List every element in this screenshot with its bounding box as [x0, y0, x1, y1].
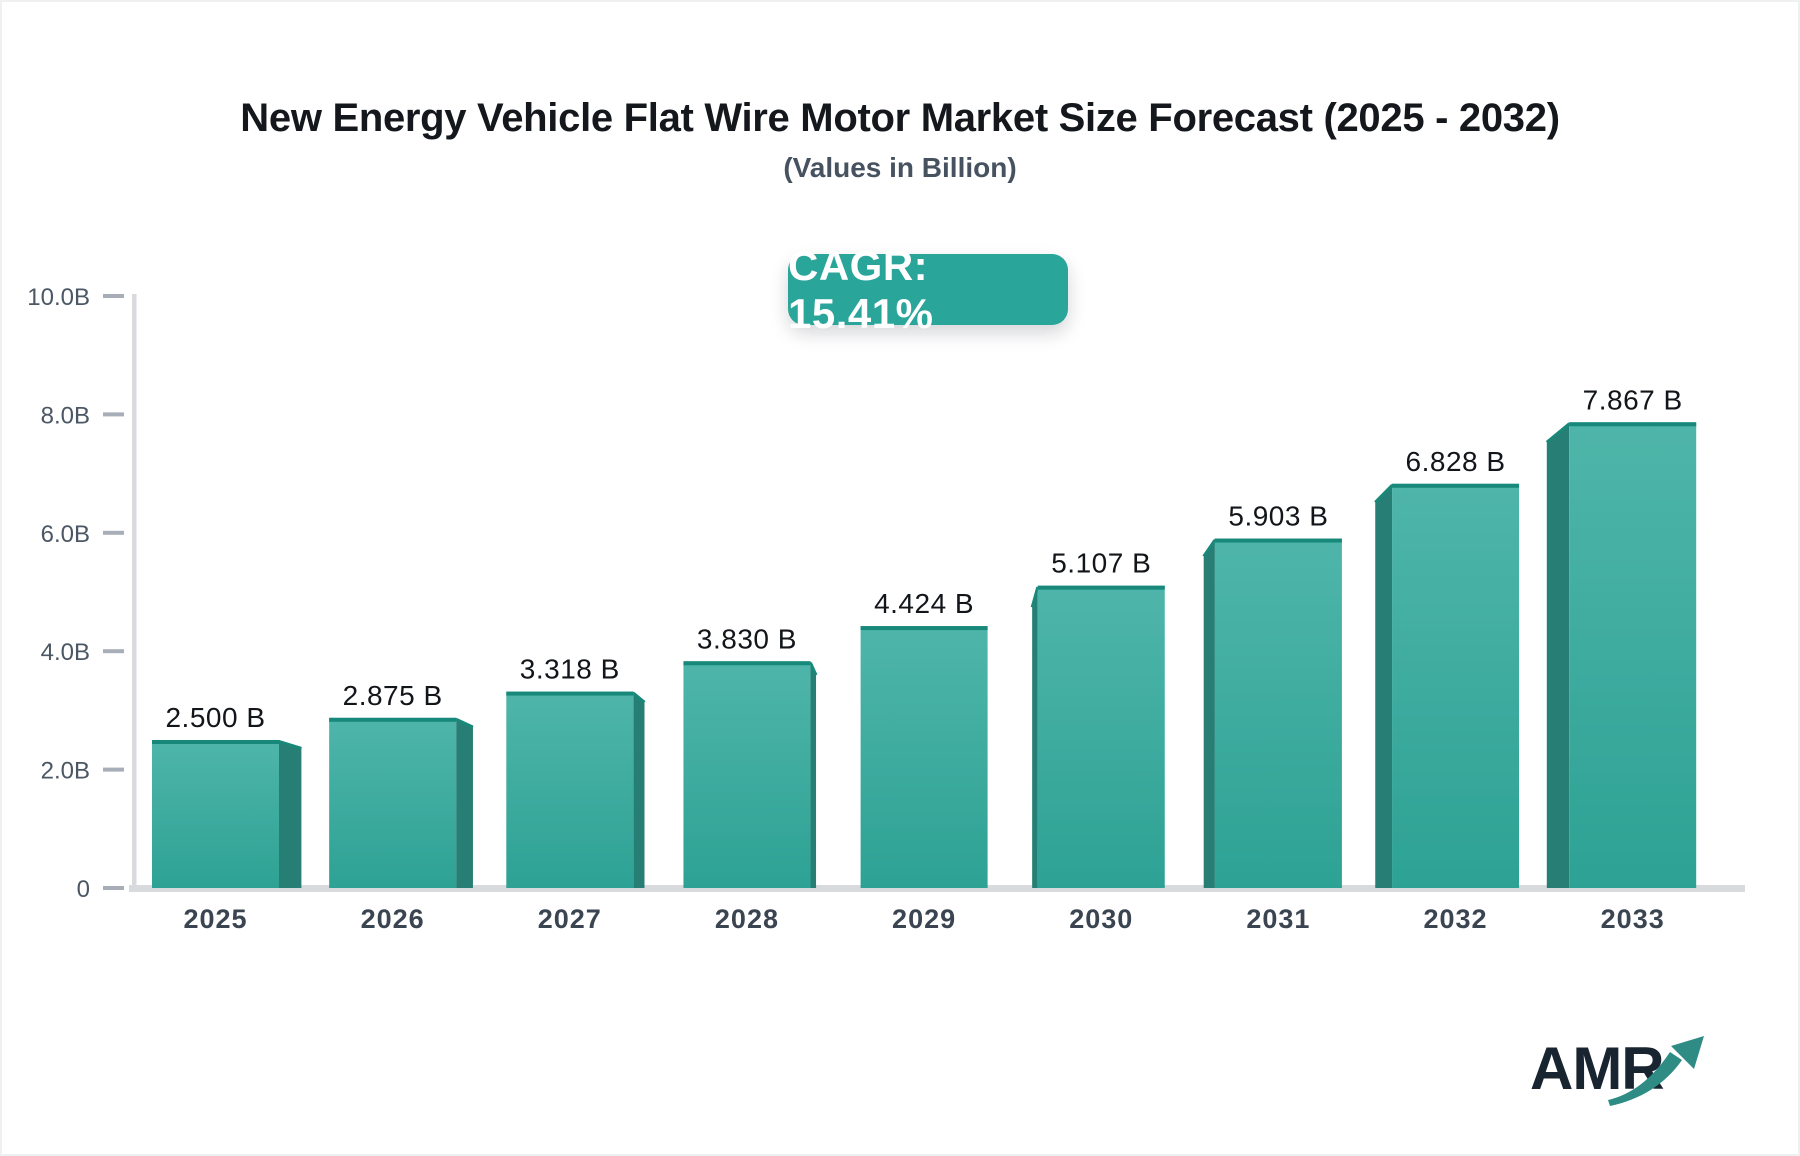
bar-front-face [1392, 483, 1520, 888]
cagr-badge-label: CAGR: 15.41% [788, 241, 934, 337]
amr-logo: AMR [1530, 1034, 1720, 1134]
x-axis-label: 2027 [538, 904, 602, 934]
bar-top-edge [1214, 538, 1342, 543]
bar-side-face [1375, 483, 1393, 888]
bar-2032: 6.828 B 2032 [1374, 446, 1520, 934]
bar-2031: 5.903 B 2031 [1202, 501, 1342, 934]
bar-top-edge [1392, 483, 1520, 488]
y-axis-line [132, 294, 137, 891]
bar-front-face [860, 626, 988, 888]
bar-front-face [1214, 538, 1342, 888]
bar-front-face [152, 740, 279, 888]
x-axis-label: 2033 [1601, 904, 1665, 934]
growth-arrow-icon [1608, 1036, 1704, 1106]
y-tick-label: 10.0B [27, 284, 90, 311]
bar-side-face [279, 740, 302, 888]
x-axis-label: 2030 [1069, 904, 1133, 934]
bar-top-edge [329, 717, 457, 722]
bar-front-face [1037, 585, 1165, 888]
bar-2030: 5.107 B 2030 [1030, 548, 1165, 934]
y-tick-mark [103, 412, 124, 417]
bar-front-face [329, 717, 457, 888]
y-tick-label: 6.0B [41, 521, 90, 548]
bar-value-label: 5.903 B [1228, 501, 1328, 532]
bar-value-label: 4.424 B [874, 588, 974, 619]
x-axis-label: 2031 [1246, 904, 1310, 934]
y-tick-label: 8.0B [41, 402, 90, 429]
x-axis-label: 2026 [361, 904, 425, 934]
bar-side-top-edge [1545, 422, 1571, 444]
bar-value-label: 3.318 B [520, 654, 620, 685]
bar-side-top-edge [632, 691, 646, 704]
bar-value-label: 6.828 B [1406, 446, 1506, 477]
chart-title: New Energy Vehicle Flat Wire Motor Marke… [240, 96, 1560, 140]
bar-side-face [456, 717, 473, 888]
bar-side-top-edge [1202, 539, 1217, 558]
bar-front-face [683, 661, 811, 888]
x-axis-line [129, 885, 1745, 892]
bar-top-edge [152, 740, 279, 744]
bar-value-label: 2.500 B [165, 702, 265, 733]
bar-value-label: 7.867 B [1583, 384, 1683, 415]
x-axis-label: 2028 [715, 904, 779, 934]
bar-top-edge [1569, 422, 1697, 427]
y-tick-mark [103, 530, 124, 535]
bar-side-top-edge [809, 662, 818, 676]
bar-2027: 3.318 B 2027 [506, 654, 646, 934]
y-tick-label: 2.0B [41, 758, 90, 785]
x-axis-label: 2032 [1424, 904, 1488, 934]
bar-side-top-edge [1374, 484, 1394, 504]
bar-side-top-edge [1030, 586, 1040, 608]
bar-top-edge [860, 626, 988, 631]
bar-value-label: 5.107 B [1051, 548, 1151, 579]
bar-side-top-edge [455, 717, 474, 729]
chart-subtitle: (Values in Billion) [783, 152, 1017, 183]
bar-side-top-edge [278, 740, 302, 750]
bar-value-label: 3.830 B [697, 623, 797, 654]
y-tick-mark [103, 649, 124, 654]
bar-2028: 3.830 B 2028 [683, 623, 818, 934]
bar-top-edge [683, 661, 811, 666]
bar-front-face [1569, 422, 1697, 888]
y-tick-mark [103, 767, 124, 772]
y-tick-mark [103, 294, 124, 298]
bar-front-face [506, 691, 634, 888]
bar-value-label: 2.875 B [343, 680, 443, 711]
bar-side-face [810, 661, 817, 888]
bar-side-face [1546, 422, 1570, 888]
bar-2029: 4.424 B 2029 [860, 588, 988, 934]
y-tick-mark [103, 886, 124, 890]
x-axis-label: 2029 [892, 904, 956, 934]
bar-side-face [1203, 538, 1215, 888]
bar-side-face [1032, 585, 1038, 888]
bar-side-face [633, 691, 645, 888]
bar-top-edge [506, 691, 634, 696]
x-axis-label: 2025 [183, 904, 247, 934]
y-tick-label: 4.0B [41, 639, 90, 666]
bar-top-edge [1037, 585, 1165, 590]
bar-2026: 2.875 B 2026 [329, 680, 474, 934]
cagr-badge: CAGR: 15.41% [788, 242, 1068, 337]
y-tick-label: 0 [77, 876, 90, 903]
bar-2033: 7.867 B 2033 [1545, 384, 1697, 934]
bar-2025: 2.500 B 2025 [152, 702, 302, 934]
